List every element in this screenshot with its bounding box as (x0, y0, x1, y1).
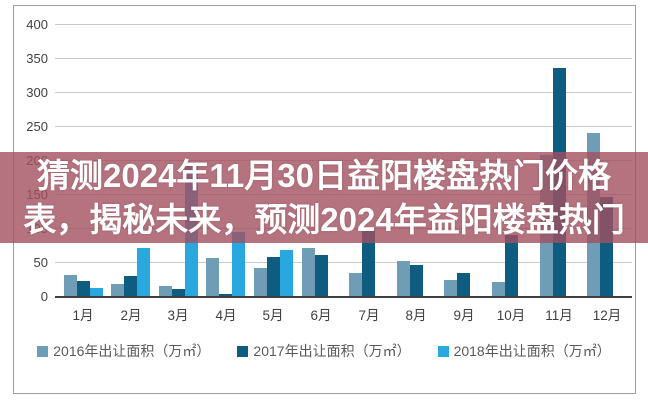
bar-2017年-month-3 (172, 289, 185, 296)
y-axis-tick-label: 50 (33, 255, 48, 270)
bar-2018年-month-1 (90, 288, 103, 296)
gridline-y-350 (55, 58, 632, 59)
bar-2016年-month-10 (492, 282, 505, 296)
bar-2016年-month-5 (254, 268, 267, 296)
gridline-y-50 (55, 262, 632, 263)
title-overlay-band: 猜测2024年11月30日益阳楼盘热门价格 表，揭秘未来，预测2024年益阳楼盘… (0, 152, 648, 243)
bar-2017年-month-4 (219, 294, 232, 296)
bar-2016年-month-2 (111, 284, 124, 296)
overlay-title-line1: 猜测2024年11月30日益阳楼盘热门价格 (36, 156, 611, 194)
bar-2017年-month-8 (410, 265, 423, 296)
bar-2018年-month-2 (137, 248, 150, 296)
bar-2017年-month-2 (124, 276, 137, 296)
bar-2017年-month-6 (315, 255, 328, 296)
legend-item: 2018年出让面积（万㎡） (437, 341, 611, 361)
y-axis-tick-label: 300 (26, 85, 48, 100)
x-axis-label-7: 7月 (358, 308, 380, 323)
y-axis-tick-label: 0 (40, 289, 48, 304)
gridline-y-400 (55, 24, 632, 25)
x-axis-label-11: 11月 (545, 308, 573, 323)
bar-2016年-month-6 (302, 248, 315, 296)
x-axis-label-6: 6月 (310, 308, 332, 323)
y-axis-tick-label: 350 (26, 51, 48, 66)
legend-swatch (437, 345, 449, 357)
bar-2017年-month-5 (267, 257, 280, 296)
x-axis-label-8: 8月 (405, 308, 427, 323)
legend-label: 2017年出让面积（万㎡） (253, 343, 411, 359)
bar-2016年-month-7 (349, 273, 362, 296)
legend-item: 2016年出让面积（万㎡） (37, 341, 210, 361)
legend-swatch (237, 345, 249, 357)
bar-2018年-month-4 (232, 232, 245, 296)
legend-label: 2018年出让面积（万㎡） (453, 343, 611, 359)
x-axis-label-12: 12月 (592, 308, 622, 323)
bar-2016年-month-8 (397, 261, 410, 296)
bar-2017年-month-7 (362, 230, 375, 296)
bar-2017年-month-10 (505, 235, 518, 296)
bar-2016年-month-9 (444, 280, 457, 296)
x-axis-line (55, 296, 632, 298)
bar-2018年-month-5 (280, 250, 293, 296)
legend-item: 2017年出让面积（万㎡） (237, 341, 411, 361)
overlay-title-line2: 表，揭秘未来，预测2024年益阳楼盘热门 (23, 200, 625, 238)
gridline-y-300 (55, 92, 632, 93)
legend-label: 2016年出让面积（万㎡） (53, 343, 211, 359)
x-axis-label-3: 3月 (167, 308, 189, 323)
x-axis-label-10: 10月 (496, 308, 526, 323)
x-axis-label-4: 4月 (215, 308, 237, 323)
bar-2016年-month-4 (206, 258, 219, 296)
bar-2017年-month-9 (457, 273, 470, 296)
bar-2016年-month-1 (64, 275, 77, 296)
bar-2017年-month-1 (77, 281, 90, 296)
x-axis-label-1: 1月 (72, 308, 94, 323)
y-axis-tick-label: 250 (26, 119, 48, 134)
x-axis-label-2: 2月 (120, 308, 142, 323)
x-axis-label-9: 9月 (453, 308, 475, 323)
x-axis-label-5: 5月 (262, 308, 284, 323)
legend-swatch (37, 345, 49, 357)
gridline-y-250 (55, 126, 632, 127)
legend: 2016年出让面积（万㎡） 2017年出让面积（万㎡） 2018年出让面积（万㎡） (14, 341, 634, 361)
y-axis-tick-label: 400 (26, 17, 48, 32)
bar-2016年-month-3 (159, 286, 172, 296)
